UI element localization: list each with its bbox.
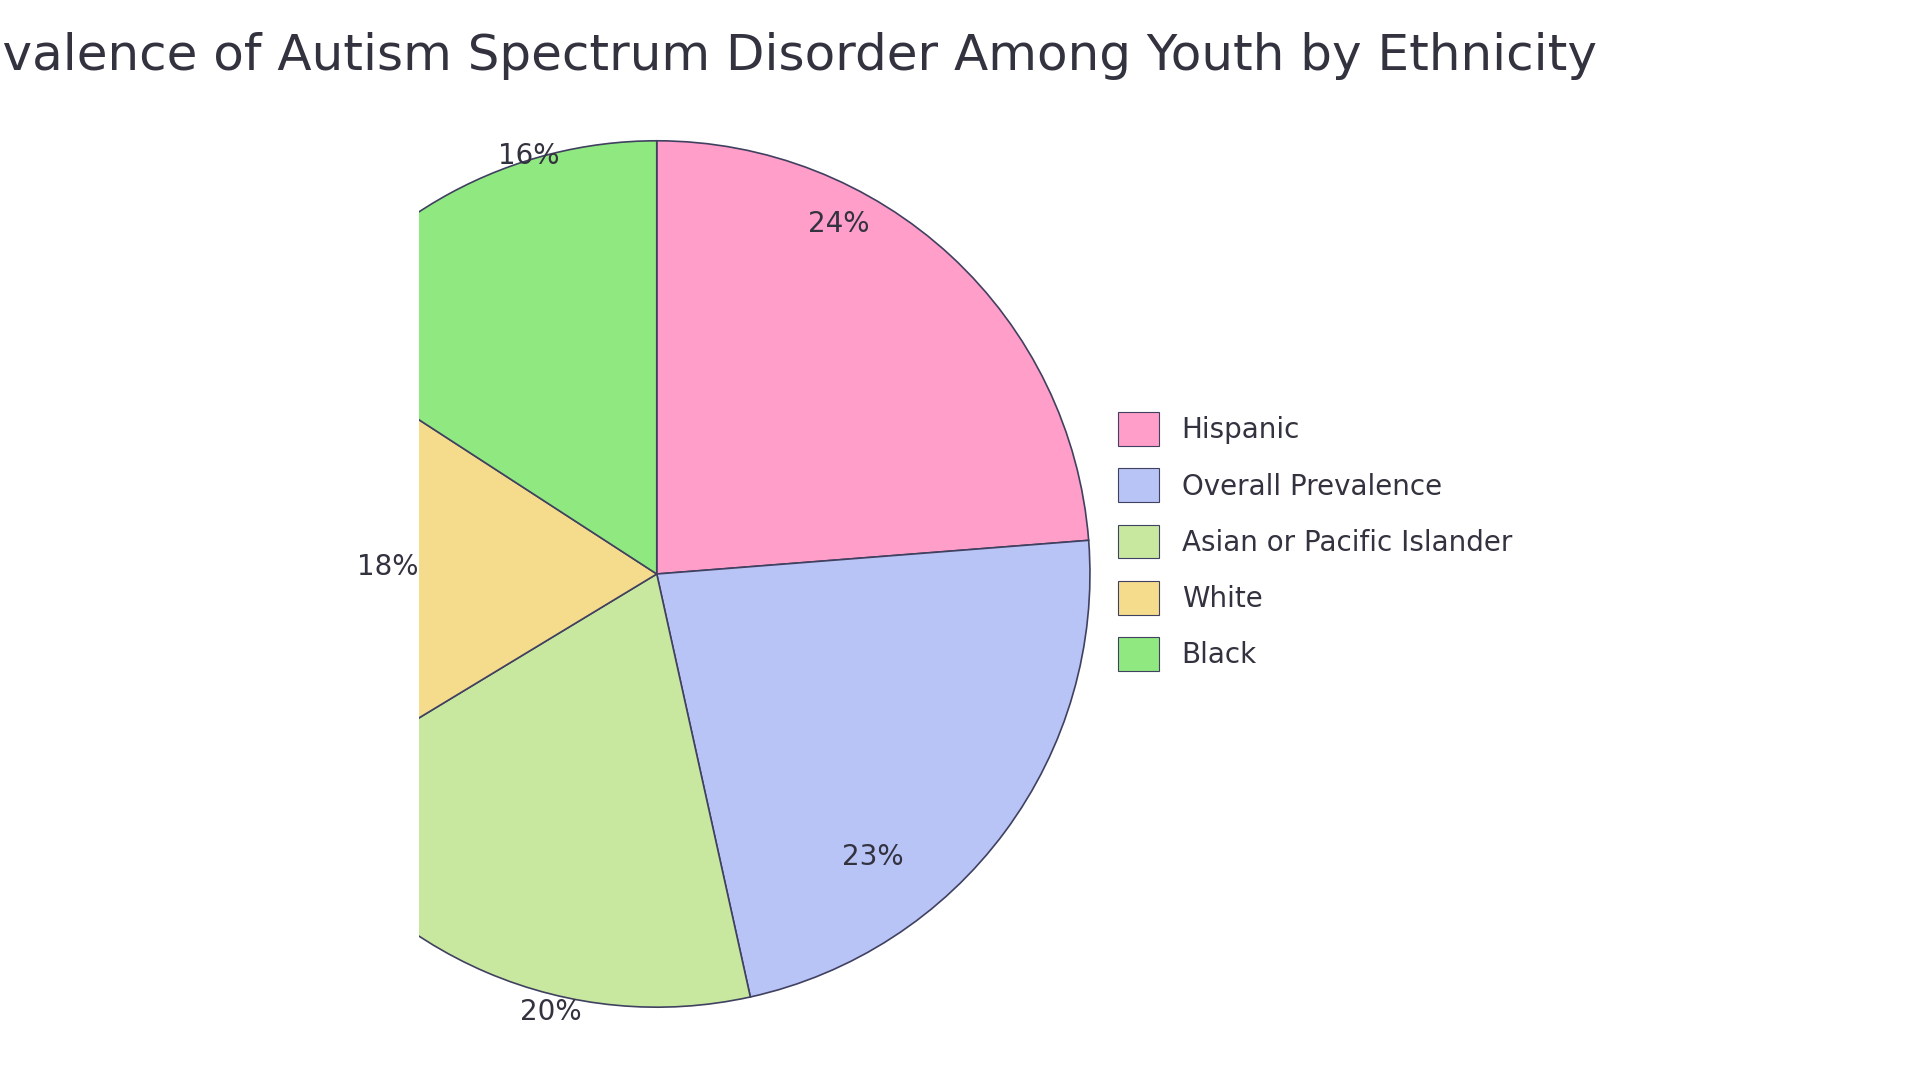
Text: 24%: 24%: [808, 210, 870, 238]
Wedge shape: [223, 338, 657, 798]
Text: Prevalence of Autism Spectrum Disorder Among Youth by Ethnicity: Prevalence of Autism Spectrum Disorder A…: [0, 32, 1597, 80]
Text: 23%: 23%: [841, 844, 904, 872]
Text: 16%: 16%: [497, 142, 559, 170]
Wedge shape: [657, 141, 1089, 574]
Legend: Hispanic, Overall Prevalence, Asian or Pacific Islander, White, Black: Hispanic, Overall Prevalence, Asian or P…: [1104, 399, 1526, 684]
Text: 20%: 20%: [520, 997, 582, 1026]
Wedge shape: [286, 574, 751, 1007]
Wedge shape: [657, 540, 1091, 997]
Wedge shape: [294, 141, 657, 574]
Text: 18%: 18%: [357, 552, 419, 580]
